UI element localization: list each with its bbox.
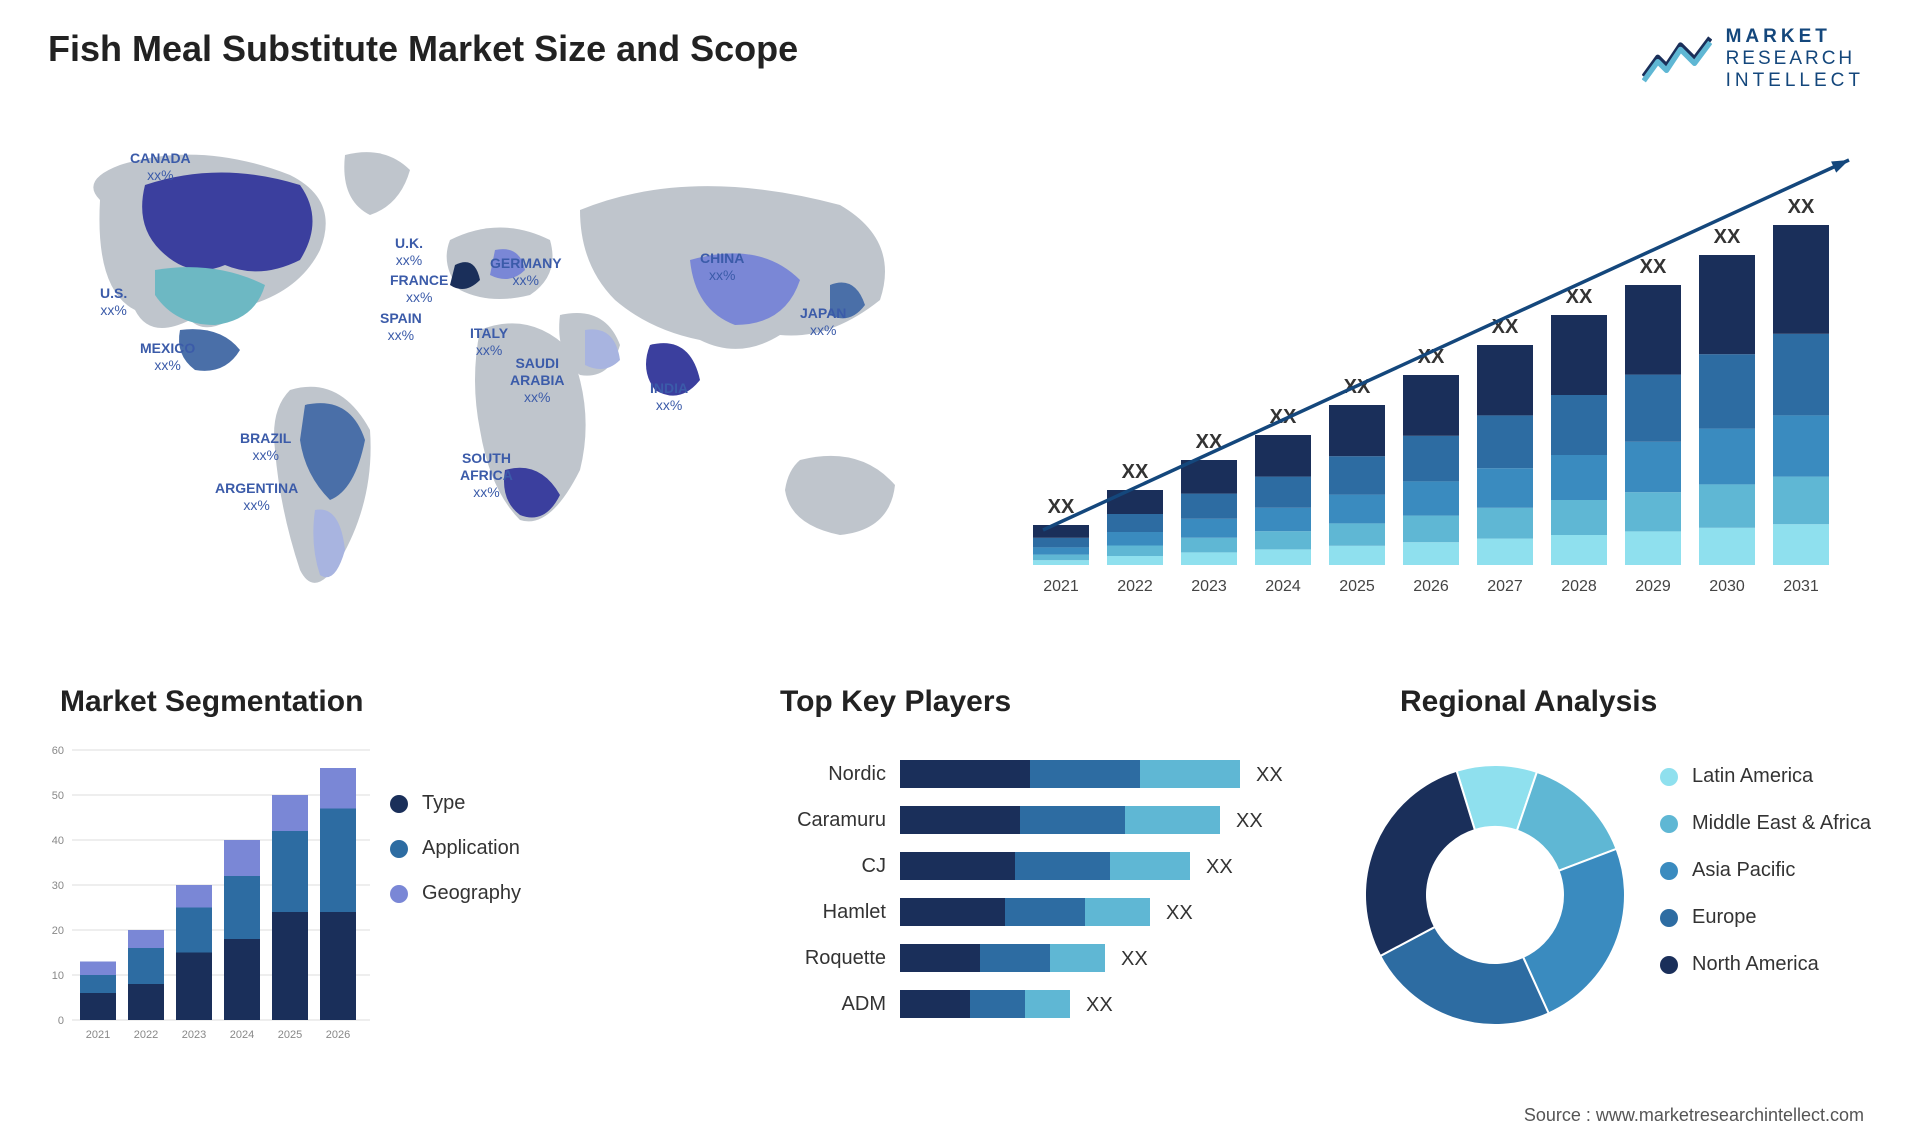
svg-text:60: 60 (52, 745, 64, 757)
svg-text:CJ: CJ (862, 855, 886, 877)
logo-text-2: RESEARCH (1726, 48, 1864, 70)
svg-text:2023: 2023 (182, 1029, 206, 1041)
map-label-germany: GERMANYxx% (490, 255, 562, 289)
logo-text-1: MARKET (1726, 26, 1864, 48)
svg-text:XX: XX (1256, 764, 1283, 786)
market-size-bar-chart: 2021XX2022XX2023XX2024XX2025XX2026XX2027… (1005, 135, 1860, 615)
svg-text:XX: XX (1121, 948, 1148, 970)
svg-text:XX: XX (1166, 902, 1193, 924)
map-label-france: FRANCExx% (390, 272, 448, 306)
svg-text:2021: 2021 (1043, 578, 1079, 595)
region-legend-middle-east-africa: Middle East & Africa (1660, 812, 1871, 835)
svg-text:2024: 2024 (230, 1029, 254, 1041)
seg-legend-geography: Geography (390, 882, 521, 905)
regional-donut-chart (1350, 750, 1640, 1040)
logo-icon (1642, 24, 1712, 94)
svg-text:Nordic: Nordic (828, 763, 886, 785)
svg-text:10: 10 (52, 970, 64, 982)
svg-text:50: 50 (52, 790, 64, 802)
map-label-u-k-: U.K.xx% (395, 235, 423, 269)
regional-legend: Latin America Middle East & Africa Asia Pa… (1660, 765, 1871, 1000)
page-title: Fish Meal Substitute Market Size and Sco… (48, 28, 798, 70)
map-label-saudi-arabia: SAUDIARABIAxx% (510, 355, 564, 405)
svg-text:Caramuru: Caramuru (797, 809, 886, 831)
map-label-spain: SPAINxx% (380, 310, 422, 344)
svg-text:2024: 2024 (1265, 578, 1301, 595)
svg-text:2028: 2028 (1561, 578, 1597, 595)
svg-text:XX: XX (1048, 496, 1075, 518)
segmentation-legend: Type Application Geography (390, 792, 521, 927)
svg-text:2022: 2022 (134, 1029, 158, 1041)
map-label-india: INDIAxx% (650, 380, 688, 414)
svg-text:XX: XX (1236, 810, 1263, 832)
world-map: CANADAxx% U.S.xx% MEXICOxx% BRAZILxx% ARGENT… (40, 130, 940, 620)
svg-text:40: 40 (52, 835, 64, 847)
seg-legend-type: Type (390, 792, 521, 815)
map-label-mexico: MEXICOxx% (140, 340, 195, 374)
seg-legend-application: Application (390, 837, 521, 860)
svg-text:2026: 2026 (326, 1029, 350, 1041)
svg-text:2021: 2021 (86, 1029, 110, 1041)
svg-text:2023: 2023 (1191, 578, 1227, 595)
svg-text:2027: 2027 (1487, 578, 1523, 595)
region-legend-europe: Europe (1660, 906, 1871, 929)
svg-text:2030: 2030 (1709, 578, 1745, 595)
svg-text:2025: 2025 (1339, 578, 1375, 595)
svg-text:XX: XX (1086, 994, 1113, 1016)
map-label-japan: JAPANxx% (800, 305, 846, 339)
svg-text:ADM: ADM (842, 993, 886, 1015)
region-legend-asia-pacific: Asia Pacific (1660, 859, 1871, 882)
map-label-italy: ITALYxx% (470, 325, 508, 359)
svg-text:2031: 2031 (1783, 578, 1819, 595)
map-label-argentina: ARGENTINAxx% (215, 480, 298, 514)
svg-text:0: 0 (58, 1015, 64, 1027)
svg-text:Roquette: Roquette (805, 947, 886, 969)
map-label-canada: CANADAxx% (130, 150, 191, 184)
svg-text:XX: XX (1640, 256, 1667, 278)
regional-title: Regional Analysis (1400, 685, 1657, 719)
map-label-brazil: BRAZILxx% (240, 430, 291, 464)
svg-text:20: 20 (52, 925, 64, 937)
key-players-chart: Nordic XX Caramuru XX CJ XX Hamlet XX Roquette XX… (780, 750, 1320, 1050)
region-legend-latin-america: Latin America (1660, 765, 1871, 788)
source-text: Source : www.marketresearchintellect.com (1524, 1105, 1864, 1126)
segmentation-title: Market Segmentation (60, 685, 363, 719)
segmentation-chart: 0 10 20 30 40 50 60 2021 2022 2023 2024 2025 2026 (40, 740, 380, 1050)
region-legend-north-america: North America (1660, 953, 1871, 976)
logo-text-3: INTELLECT (1726, 70, 1864, 92)
svg-text:30: 30 (52, 880, 64, 892)
svg-text:2029: 2029 (1635, 578, 1671, 595)
svg-text:Hamlet: Hamlet (823, 901, 887, 923)
svg-text:XX: XX (1788, 196, 1815, 218)
svg-text:XX: XX (1206, 856, 1233, 878)
svg-text:XX: XX (1714, 226, 1741, 248)
brand-logo: MARKET RESEARCH INTELLECT (1642, 24, 1864, 94)
key-players-title: Top Key Players (780, 685, 1011, 719)
svg-text:2025: 2025 (278, 1029, 302, 1041)
svg-text:2026: 2026 (1413, 578, 1449, 595)
map-label-south-africa: SOUTHAFRICAxx% (460, 450, 513, 500)
svg-text:XX: XX (1122, 461, 1149, 483)
svg-text:2022: 2022 (1117, 578, 1153, 595)
map-label-china: CHINAxx% (700, 250, 744, 284)
map-label-u-s-: U.S.xx% (100, 285, 127, 319)
